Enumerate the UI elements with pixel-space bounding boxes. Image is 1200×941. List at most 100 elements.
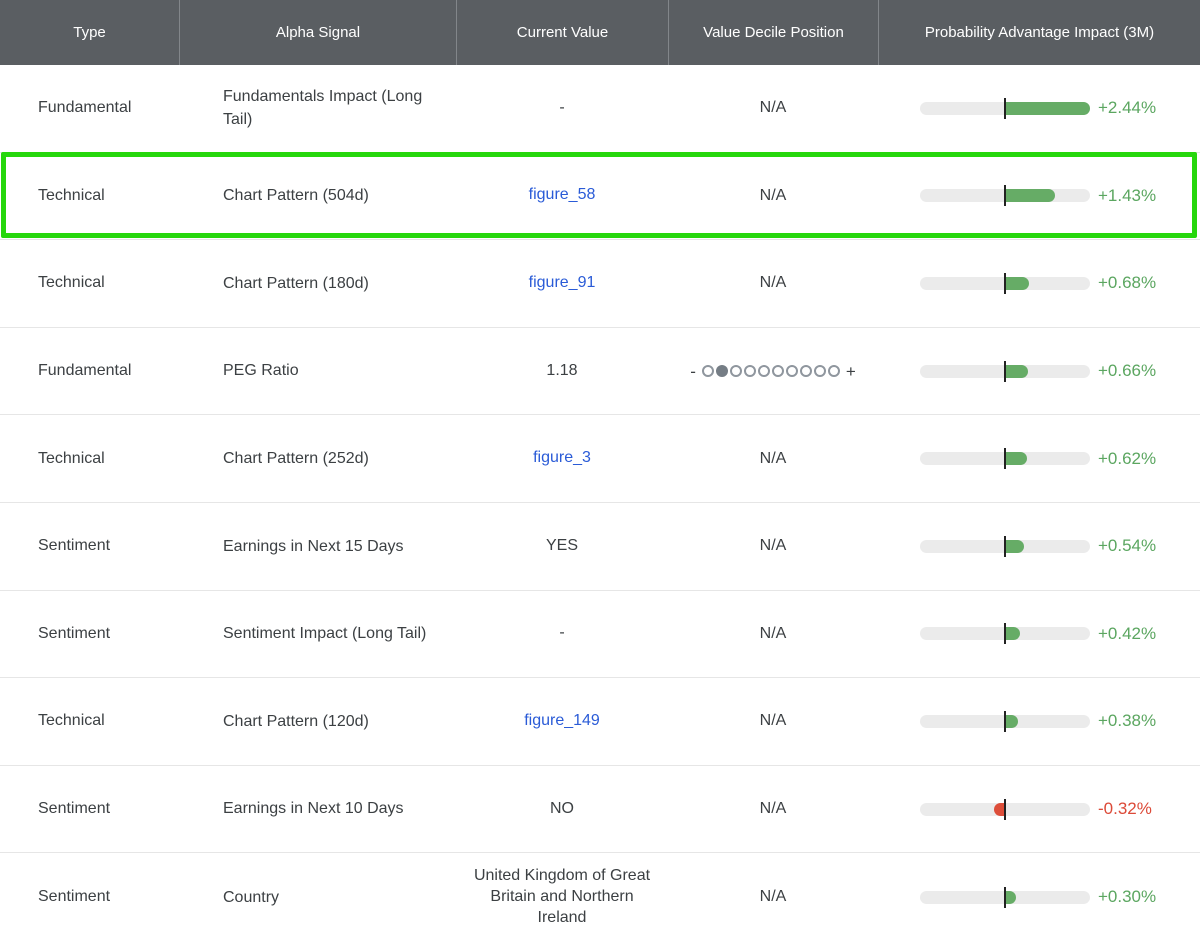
impact-value: +0.30%	[1098, 887, 1157, 907]
current-value: NO	[550, 799, 574, 817]
impact-bar-fill	[1005, 714, 1019, 728]
impact-bar-fill	[1005, 101, 1090, 115]
impact-bar-track	[920, 272, 1090, 294]
signal-label: Earnings in Next 15 Days	[223, 537, 404, 555]
impact-bar-zero-tick	[1004, 710, 1006, 732]
table-row[interactable]: Sentiment Earnings in Next 15 Days YES N…	[0, 502, 1200, 591]
signal-label: Chart Pattern (504d)	[223, 187, 369, 205]
table-row[interactable]: Sentiment Sentiment Impact (Long Tail) -…	[0, 590, 1200, 679]
column-header-value-decile-position: Value Decile Position	[668, 0, 878, 65]
decile-dot	[799, 365, 812, 378]
column-header-type: Type	[73, 24, 106, 41]
impact-bar-track	[920, 97, 1090, 119]
column-header-alpha-signal: Alpha Signal	[179, 0, 456, 65]
type-label: Sentiment	[38, 624, 111, 642]
impact-bar-zero-tick	[1004, 886, 1006, 908]
decile-dot	[743, 365, 756, 378]
decile-dot	[813, 365, 826, 378]
impact-bar-fill	[1005, 452, 1027, 466]
impact-bar-track	[920, 886, 1090, 908]
decile-na: N/A	[759, 449, 787, 467]
decile-na: N/A	[759, 888, 787, 906]
current-value: United Kingdom of Great Britain and Nort…	[473, 866, 651, 926]
impact-bar-zero-tick	[1004, 798, 1006, 820]
type-label: Sentiment	[38, 537, 111, 555]
impact-value: +0.66%	[1098, 361, 1157, 381]
current-value: -	[559, 98, 565, 116]
column-header-current-value: Current Value	[456, 0, 668, 65]
figure-link[interactable]: figure_3	[533, 449, 591, 467]
table-row[interactable]: Fundamental Fundamentals Impact (Long Ta…	[0, 65, 1200, 153]
impact-bar-track	[920, 360, 1090, 382]
decile-na: N/A	[759, 186, 787, 204]
impact-bar-fill	[993, 802, 1005, 816]
decile-dot	[701, 365, 714, 378]
decile-na: N/A	[759, 537, 787, 555]
impact-bar-track	[920, 448, 1090, 470]
type-label: Technical	[38, 274, 105, 292]
table-row[interactable]: Fundamental PEG Ratio 1.18 - + +0.66%	[0, 327, 1200, 416]
signal-label: Earnings in Next 10 Days	[223, 800, 404, 818]
current-value: -	[559, 624, 565, 642]
signal-label: Fundamentals Impact (Long Tail)	[223, 88, 423, 129]
impact-value: +1.43%	[1098, 185, 1157, 205]
current-value: YES	[545, 536, 578, 554]
impact-bar-fill	[1005, 276, 1029, 290]
decile-dot	[771, 365, 784, 378]
table-row[interactable]: Sentiment Earnings in Next 10 Days NO N/…	[0, 765, 1200, 854]
impact-value: +0.42%	[1098, 623, 1157, 643]
impact-value: +0.54%	[1098, 536, 1157, 556]
impact-bar-track	[920, 535, 1090, 557]
impact-bar-zero-tick	[1004, 360, 1006, 382]
impact-bar-fill	[1005, 890, 1016, 904]
decile-dot	[827, 365, 840, 378]
impact-bar-zero-tick	[1004, 535, 1006, 557]
current-value: 1.18	[546, 361, 578, 379]
impact-bar-track	[920, 623, 1090, 645]
signal-label: Chart Pattern (120d)	[223, 712, 369, 730]
impact-bar-fill	[1005, 539, 1024, 553]
table-row[interactable]: Sentiment Country United Kingdom of Grea…	[0, 853, 1200, 941]
table-body: Fundamental Fundamentals Impact (Long Ta…	[0, 65, 1200, 941]
impact-value: +0.62%	[1098, 448, 1157, 468]
decile-na: N/A	[759, 800, 787, 818]
impact-bar-fill	[1005, 627, 1020, 641]
impact-value: +2.44%	[1098, 98, 1157, 118]
table-row[interactable]: Technical Chart Pattern (252d) figure_3 …	[0, 415, 1200, 503]
type-label: Technical	[38, 449, 105, 467]
table-row-highlighted[interactable]: Technical Chart Pattern (504d) figure_58…	[0, 152, 1200, 241]
decile-na: N/A	[759, 624, 787, 642]
type-label: Fundamental	[38, 362, 132, 380]
impact-bar-track	[920, 798, 1090, 820]
impact-bar-zero-tick	[1004, 97, 1006, 119]
figure-link[interactable]: figure_91	[528, 274, 596, 292]
table-row[interactable]: Technical Chart Pattern (120d) figure_14…	[0, 678, 1200, 766]
impact-bar-zero-tick	[1004, 448, 1006, 470]
impact-value: +0.38%	[1098, 711, 1157, 731]
figure-link[interactable]: figure_58	[528, 186, 596, 204]
figure-link[interactable]: figure_149	[524, 712, 600, 730]
impact-bar-zero-tick	[1004, 185, 1006, 207]
signal-label: PEG Ratio	[223, 362, 299, 380]
impact-bar-zero-tick	[1004, 623, 1006, 645]
type-label: Sentiment	[38, 800, 111, 818]
signal-label: Sentiment Impact (Long Tail)	[223, 625, 427, 643]
decile-na: N/A	[759, 712, 787, 730]
table-row[interactable]: Technical Chart Pattern (180d) figure_91…	[0, 240, 1200, 328]
type-label: Sentiment	[38, 888, 111, 906]
signal-label: Chart Pattern (252d)	[223, 450, 369, 468]
decile-na: N/A	[759, 274, 787, 292]
signal-label: Chart Pattern (180d)	[223, 274, 369, 292]
decile-dot	[729, 365, 742, 378]
decile-minus-sign: -	[690, 361, 696, 381]
impact-value: +0.68%	[1098, 273, 1157, 293]
impact-bar-fill	[1005, 189, 1055, 203]
decile-indicator: - +	[685, 363, 861, 380]
type-label: Fundamental	[38, 99, 132, 117]
impact-value: -0.32%	[1098, 799, 1152, 819]
decile-dot	[785, 365, 798, 378]
decile-na: N/A	[759, 99, 787, 117]
impact-bar-fill	[1005, 364, 1028, 378]
impact-bar-track	[920, 710, 1090, 732]
